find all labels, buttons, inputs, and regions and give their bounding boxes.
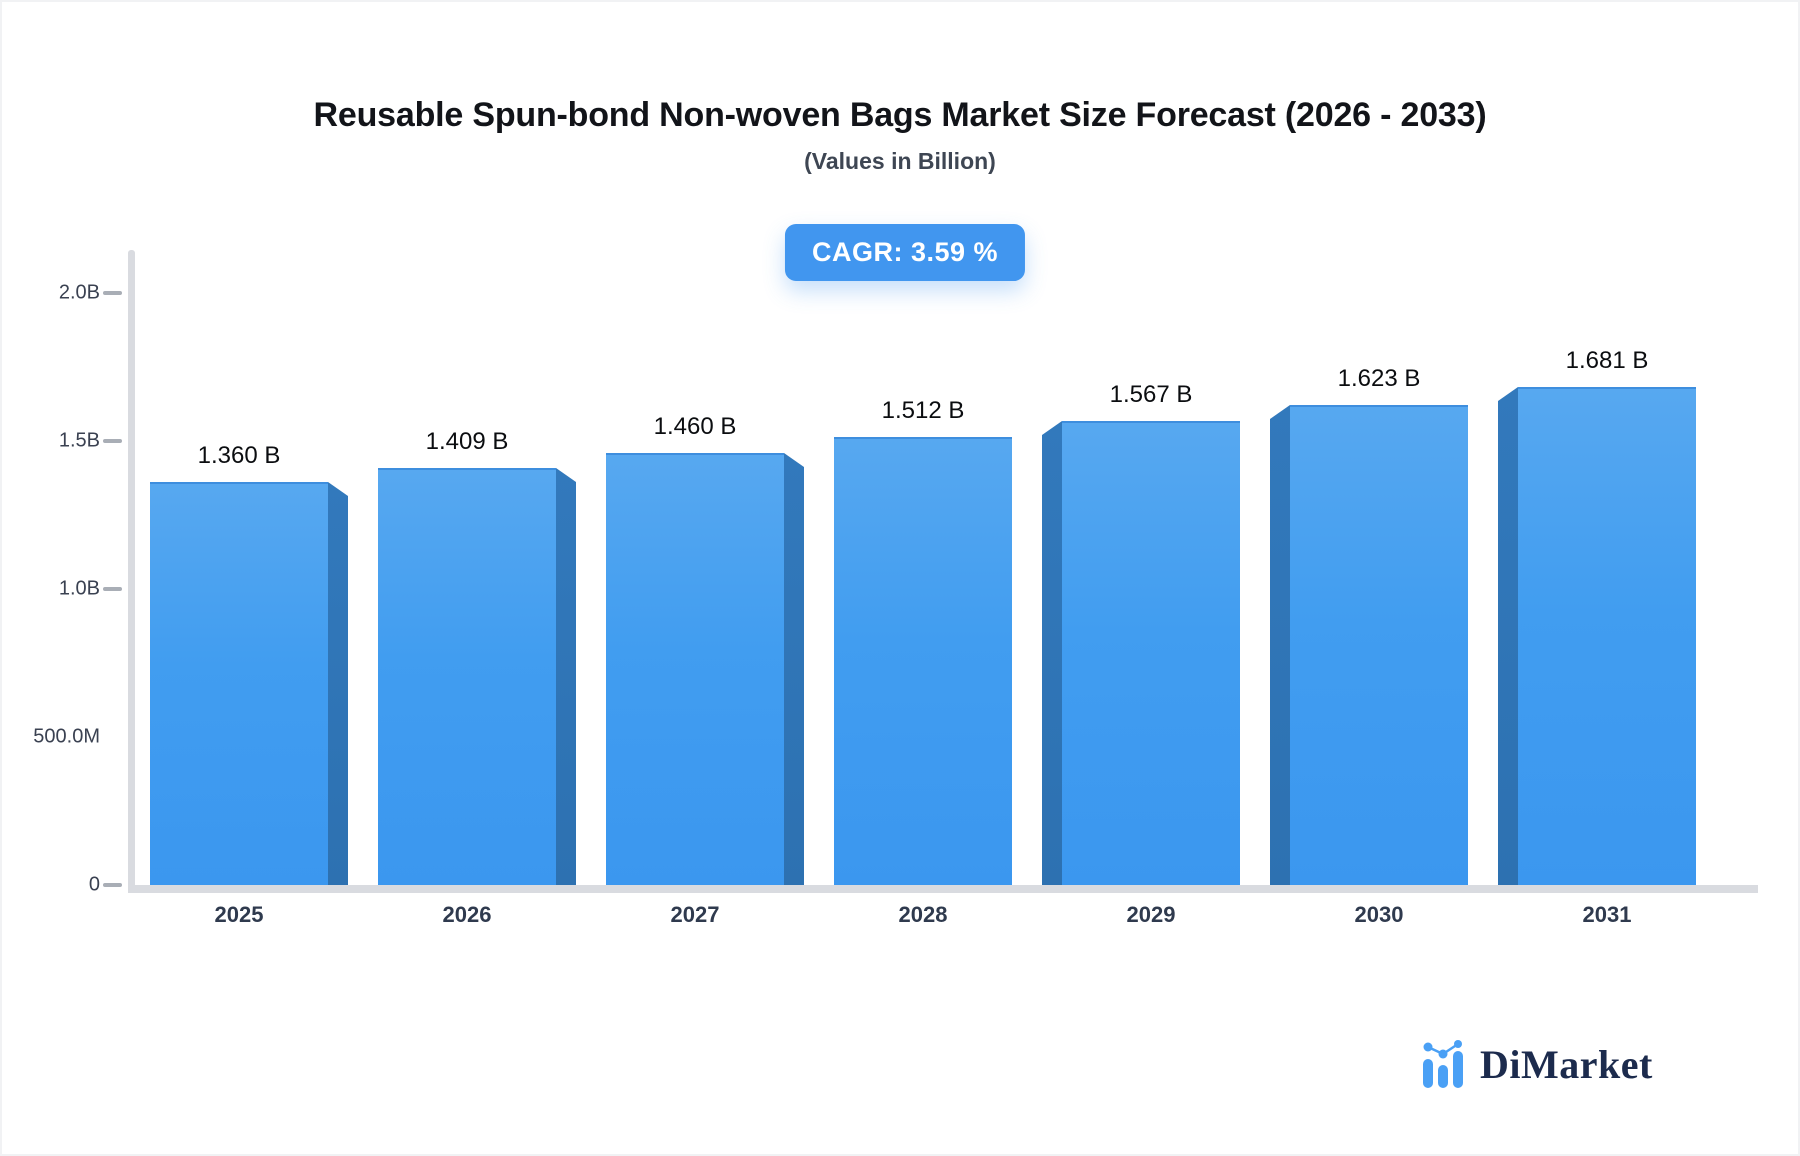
y-tick-dash	[103, 439, 122, 443]
x-tick-label: 2030	[1354, 902, 1404, 927]
x-tick-label: 2026	[442, 902, 492, 927]
bar-side-face	[1498, 387, 1518, 885]
y-tick-label: 2.0B	[58, 281, 100, 304]
bar-2031[interactable]	[1518, 387, 1696, 885]
bar-side-face	[1270, 405, 1290, 885]
bar-value-label: 1.409 B	[425, 428, 509, 455]
bar-2026[interactable]	[378, 468, 556, 885]
bar-side-face	[328, 482, 348, 885]
x-axis-baseline	[128, 885, 1758, 893]
bar-side-face	[1042, 421, 1062, 885]
bar-value-label: 1.512 B	[881, 397, 965, 424]
x-tick-label: 2029	[1126, 902, 1176, 927]
bar-value-label: 1.460 B	[653, 413, 737, 440]
page-subtitle: (Values in Billion)	[804, 148, 996, 174]
x-tick-label: 2025	[214, 902, 264, 927]
y-axis-line	[128, 250, 135, 892]
bar-value-label: 1.567 B	[1109, 381, 1193, 408]
y-tick-dash	[103, 587, 122, 591]
bar-value-label: 1.623 B	[1337, 365, 1421, 392]
page-title: Reusable Spun-bond Non-woven Bags Market…	[313, 96, 1487, 134]
cagr-badge: CAGR: 3.59 %	[784, 224, 1026, 281]
x-tick-label: 2028	[898, 902, 948, 927]
bar-value-label: 1.360 B	[197, 442, 281, 469]
y-tick-label: 0	[88, 873, 100, 896]
y-tick-label: 500.0M	[33, 725, 100, 748]
bar-value-label: 1.681 B	[1565, 347, 1649, 374]
bar-2028[interactable]	[834, 437, 1012, 885]
bar-2025[interactable]	[150, 482, 328, 885]
x-tick-label: 2031	[1582, 902, 1632, 927]
bar-side-face	[784, 453, 804, 885]
y-tick-dash	[103, 291, 122, 295]
y-tick-label: 1.5B	[58, 429, 100, 452]
brand-logo-text: DiMarket	[1480, 1041, 1653, 1087]
y-tick-dash	[103, 883, 122, 887]
y-tick-label: 1.0B	[58, 577, 100, 600]
brand-logo[interactable]: DiMarket	[1420, 1040, 1653, 1088]
bar-2029[interactable]	[1062, 421, 1240, 885]
chart-icon	[1423, 1040, 1463, 1088]
bar-2030[interactable]	[1290, 405, 1468, 885]
x-tick-label: 2027	[670, 902, 720, 927]
bar-side-face	[556, 468, 576, 885]
bar-2027[interactable]	[606, 453, 784, 885]
